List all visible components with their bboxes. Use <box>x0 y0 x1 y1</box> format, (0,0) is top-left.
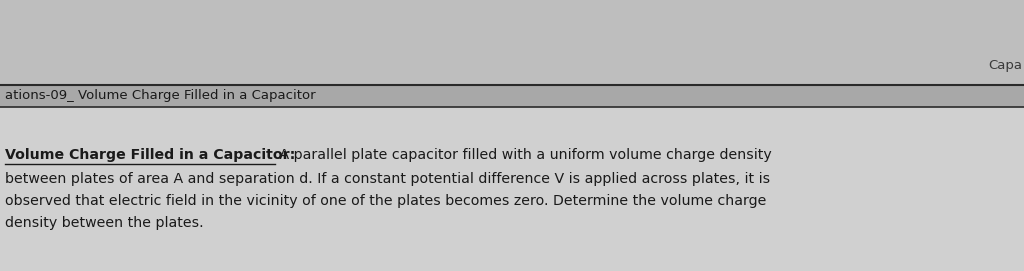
Text: density between the plates.: density between the plates. <box>5 216 204 230</box>
Text: Capa: Capa <box>988 59 1022 72</box>
Bar <box>0 85 1024 107</box>
Text: between plates of area A and separation d. If a constant potential difference V : between plates of area A and separation … <box>5 172 770 186</box>
Text: Volume Charge Filled in a Capacitor:: Volume Charge Filled in a Capacitor: <box>5 148 295 162</box>
Bar <box>0 107 1024 271</box>
Text: ations-09_ Volume Charge Filled in a Capacitor: ations-09_ Volume Charge Filled in a Cap… <box>5 89 315 102</box>
Text: observed that electric field in the vicinity of one of the plates becomes zero. : observed that electric field in the vici… <box>5 194 766 208</box>
Text: A parallel plate capacitor filled with a uniform volume charge density: A parallel plate capacitor filled with a… <box>274 148 771 162</box>
